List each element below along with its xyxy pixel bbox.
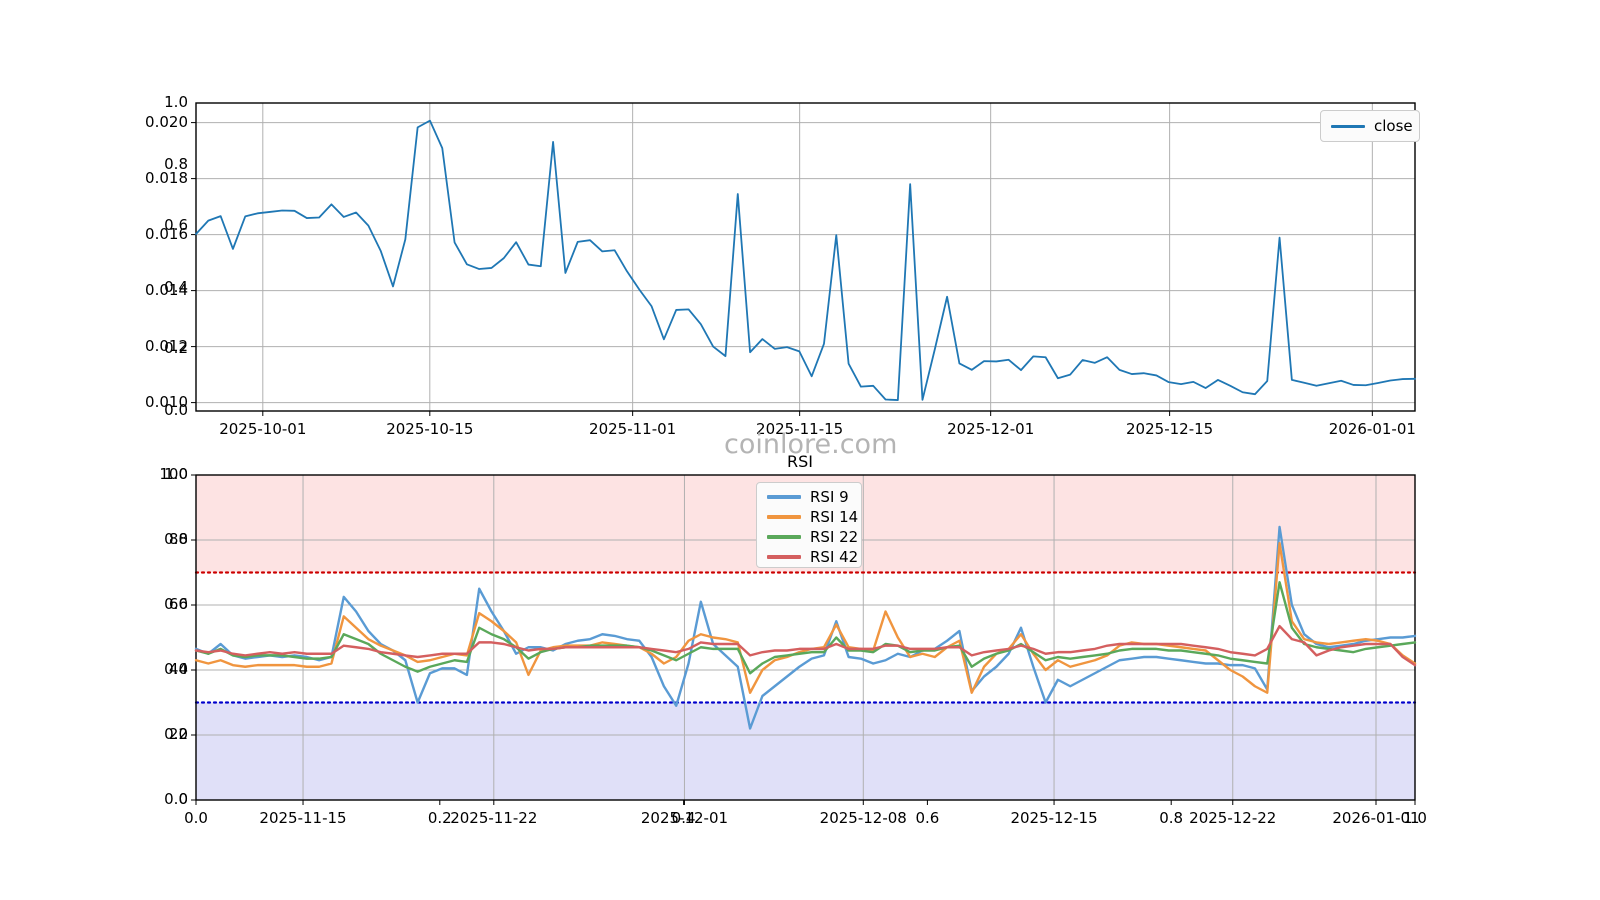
y-axis-tick-label: 0.2 bbox=[164, 339, 188, 358]
rsi-chart-legend[interactable]: RSI 9 RSI 14 RSI 22 RSI 42 bbox=[756, 482, 862, 568]
x-axis-tick-label: 2026-01-01 bbox=[1332, 809, 1420, 827]
legend-label-rsi-22: RSI 22 bbox=[810, 528, 859, 546]
x-axis-tick-label: 2025-11-15 bbox=[259, 809, 347, 827]
y-axis-tick-label: 60 bbox=[168, 595, 188, 613]
price-chart-legend[interactable]: close bbox=[1320, 110, 1420, 142]
x-axis-tick-label: 2025-11-15 bbox=[756, 420, 844, 438]
legend-label-rsi-9: RSI 9 bbox=[810, 488, 849, 506]
x-axis-tick-label: 2025-11-01 bbox=[589, 420, 677, 438]
legend-swatch-rsi-9 bbox=[767, 495, 801, 499]
x-axis-tick-label: 1.0 bbox=[1403, 809, 1427, 827]
y-axis-tick-label: 0.6 bbox=[164, 595, 188, 613]
y-axis-tick-label: 1.0 bbox=[164, 93, 188, 111]
y-axis-tick-label: 0.012 bbox=[145, 336, 188, 355]
legend-item-rsi-9[interactable]: RSI 9 bbox=[757, 487, 861, 507]
rsi-line-rsi-22 bbox=[194, 581, 1417, 675]
y-axis-tick-label: 0.8 bbox=[164, 530, 188, 548]
legend-item-rsi-42[interactable]: RSI 42 bbox=[757, 547, 861, 567]
legend-label-rsi-42: RSI 42 bbox=[810, 548, 859, 566]
x-axis-tick-label: 0.0 bbox=[184, 809, 208, 827]
x-axis-tick-label: 2025-12-22 bbox=[1189, 809, 1277, 827]
y-axis-tick-label: 0.0 bbox=[164, 401, 188, 419]
x-axis-tick-label: 2025-12-08 bbox=[819, 809, 907, 827]
legend-swatch-rsi-42 bbox=[767, 555, 801, 559]
legend-swatch-rsi-14 bbox=[767, 515, 801, 519]
y-axis-tick-label: 0.6 bbox=[164, 216, 188, 235]
x-axis-tick-label: 0.6 bbox=[915, 809, 940, 827]
y-axis-tick-label: 0.0 bbox=[164, 790, 188, 808]
legend-item-rsi-14[interactable]: RSI 14 bbox=[757, 507, 861, 527]
y-axis-tick-label: 0.016 bbox=[145, 224, 188, 243]
legend-swatch-close bbox=[1331, 124, 1365, 128]
y-axis-tick-label: 0.4 bbox=[164, 660, 188, 678]
legend-label-rsi-14: RSI 14 bbox=[810, 508, 859, 526]
x-axis-tick-label: 2025-10-01 bbox=[219, 420, 307, 438]
rsi-chart-title: RSI bbox=[787, 452, 813, 471]
y-axis-tick-label: 0.4 bbox=[164, 277, 188, 296]
x-axis-tick-label: 2025-12-15 bbox=[1126, 420, 1214, 438]
x-axis-tick-label: 2026-01-01 bbox=[1328, 420, 1416, 438]
y-axis-tick-label: 40 bbox=[168, 660, 188, 678]
x-axis-tick-label: 2025-12-15 bbox=[1010, 809, 1098, 827]
y-axis-tick-label: 0.2 bbox=[164, 725, 188, 743]
y-axis-tick-label: 0.014 bbox=[145, 280, 188, 299]
legend-item-rsi-22[interactable]: RSI 22 bbox=[757, 527, 861, 547]
x-axis-tick-label: 0.4 bbox=[671, 809, 696, 827]
x-axis-tick-label: 0.8 bbox=[1159, 809, 1184, 827]
x-axis-tick-label: 2025-12-01 bbox=[947, 420, 1035, 438]
y-axis-tick-label: 0.010 bbox=[145, 392, 188, 411]
y-axis-tick-label: 80 bbox=[168, 530, 188, 548]
y-axis-tick-label: 1.0 bbox=[164, 465, 188, 483]
watermark-text: coinlore.com bbox=[724, 429, 898, 460]
x-axis-tick-label: 0.2 bbox=[427, 809, 452, 827]
x-axis-tick-label: 2025-12-01 bbox=[640, 809, 729, 827]
legend-label-close: close bbox=[1374, 117, 1413, 135]
y-axis-tick-label: 0 bbox=[178, 790, 188, 808]
y-axis-tick-label: 0.018 bbox=[145, 168, 188, 187]
y-axis-tick-label: 0.020 bbox=[145, 112, 188, 131]
x-axis-tick-label: 2025-11-22 bbox=[450, 809, 538, 827]
rsi-line-rsi-42 bbox=[194, 624, 1417, 667]
y-axis-tick-label: 0.8 bbox=[164, 154, 188, 173]
y-axis-tick-label: 20 bbox=[168, 725, 188, 743]
legend-item-close[interactable]: close bbox=[1321, 116, 1419, 136]
close-price-line bbox=[195, 119, 1416, 401]
legend-swatch-rsi-22 bbox=[767, 535, 801, 539]
y-axis-tick-label: 100 bbox=[159, 465, 188, 483]
x-axis-tick-label: 2025-10-15 bbox=[386, 420, 474, 438]
